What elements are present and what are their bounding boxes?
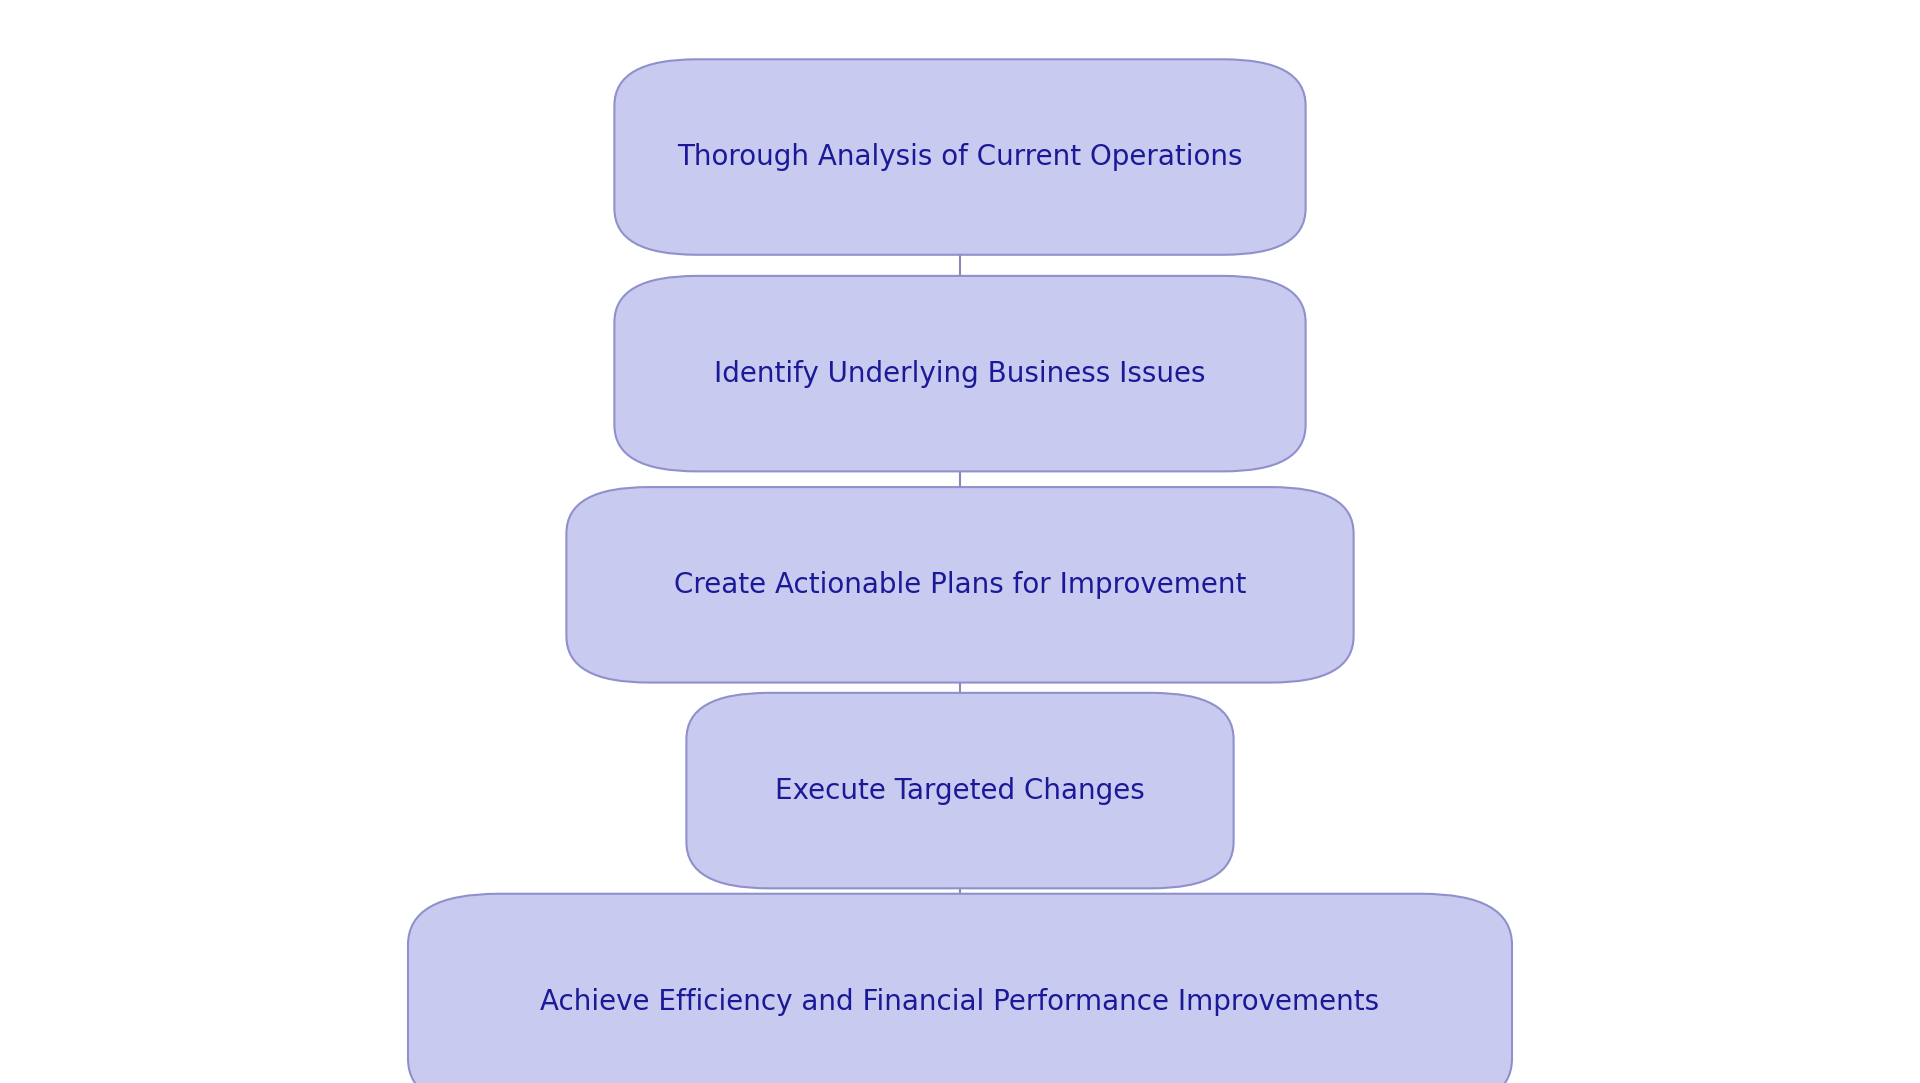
Text: Achieve Efficiency and Financial Performance Improvements: Achieve Efficiency and Financial Perform… [540,988,1380,1016]
Text: Identify Underlying Business Issues: Identify Underlying Business Issues [714,360,1206,388]
FancyBboxPatch shape [566,487,1354,682]
FancyBboxPatch shape [614,276,1306,471]
Text: Create Actionable Plans for Improvement: Create Actionable Plans for Improvement [674,571,1246,599]
Text: Thorough Analysis of Current Operations: Thorough Analysis of Current Operations [678,143,1242,171]
Text: Execute Targeted Changes: Execute Targeted Changes [776,777,1144,805]
FancyBboxPatch shape [409,893,1513,1083]
FancyBboxPatch shape [614,60,1306,255]
FancyBboxPatch shape [687,693,1235,888]
